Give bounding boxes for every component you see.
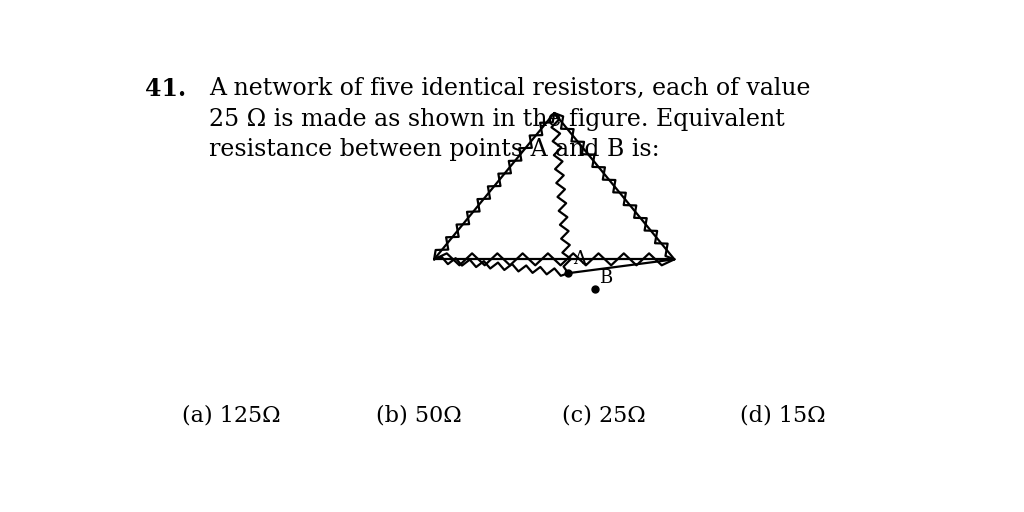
Text: (d) 15Ω: (d) 15Ω [740, 404, 826, 426]
Text: (c) 25Ω: (c) 25Ω [562, 404, 646, 426]
Text: (b) 50Ω: (b) 50Ω [376, 404, 462, 426]
Text: 41.: 41. [145, 77, 186, 101]
Text: A network of five identical resistors, each of value: A network of five identical resistors, e… [209, 77, 811, 100]
Text: A: A [572, 250, 586, 268]
Text: resistance between points A and B is:: resistance between points A and B is: [209, 138, 660, 161]
Text: (a) 125Ω: (a) 125Ω [182, 404, 281, 426]
Text: B: B [599, 269, 612, 287]
Text: 25 Ω is made as shown in the figure. Equivalent: 25 Ω is made as shown in the figure. Equ… [209, 108, 785, 131]
